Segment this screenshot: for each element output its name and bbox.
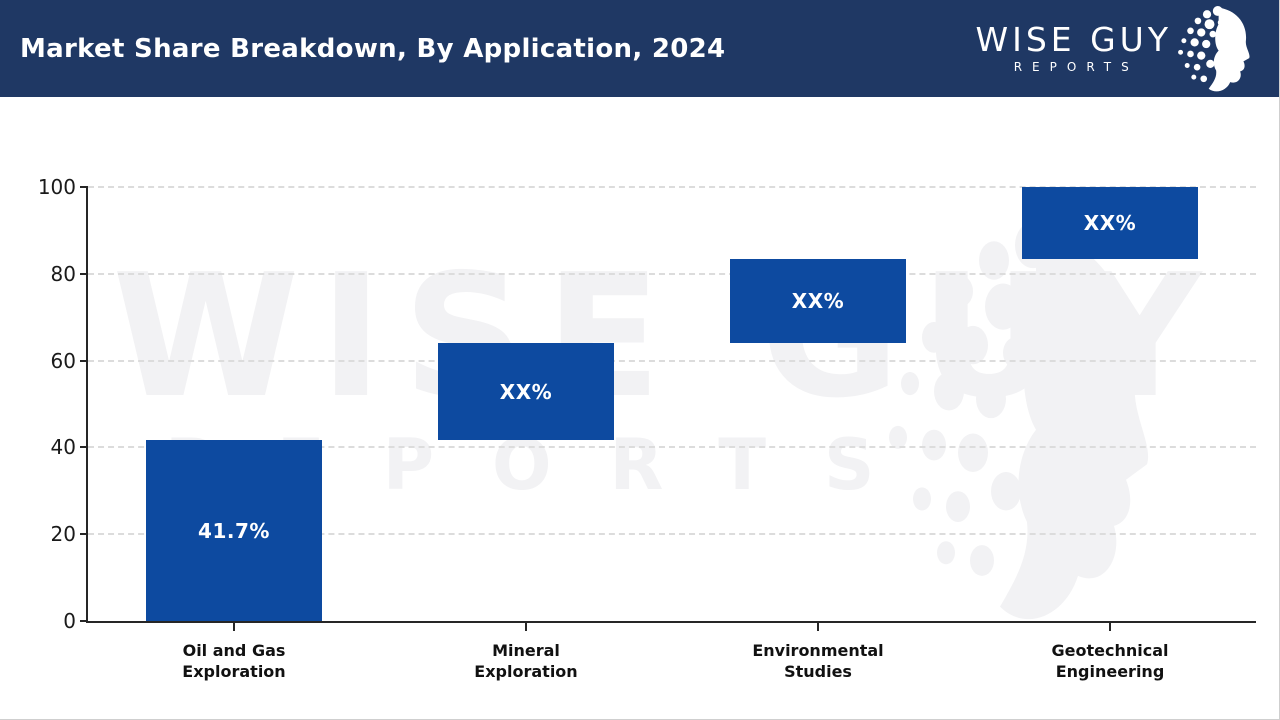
x-tick-mark (817, 623, 819, 631)
logo-wordmark-line2: REPORTS (1013, 60, 1139, 74)
y-tick-mark (80, 359, 88, 362)
y-tick-mark (80, 272, 88, 275)
x-category-label-line: Engineering (1055, 662, 1165, 681)
bar-segment: XX% (438, 343, 614, 441)
y-tick-mark (80, 620, 88, 622)
y-tick-label: 40 (50, 435, 76, 460)
y-tick-mark (80, 446, 88, 449)
grid-line (88, 272, 1256, 275)
y-tick-mark (80, 186, 88, 188)
bar-value-label: 41.7% (198, 518, 270, 543)
x-category-label-line: Environmental (752, 641, 884, 660)
bar-segment: XX% (730, 259, 906, 344)
x-category-label: Mineral Exploration (416, 640, 636, 682)
y-tick-label: 80 (50, 261, 76, 286)
y-tick-label: 20 (50, 522, 76, 547)
y-tick-label: 100 (37, 175, 76, 199)
page-title: Market Share Breakdown, By Application, … (20, 33, 726, 64)
logo-wordmark: WISE GUY REPORTS (975, 23, 1172, 74)
y-axis-line (86, 187, 88, 623)
watermark-wordmark: WISE GUY (112, 238, 1222, 436)
grid-line (88, 446, 1256, 449)
x-category-label-line: Geotechnical (1051, 641, 1169, 660)
bar-value-label: XX% (1083, 211, 1137, 236)
x-category-label: Geotechnical Engineering (1000, 640, 1220, 682)
x-tick-mark (525, 623, 527, 631)
grid-line (88, 533, 1256, 536)
bar-value-label: XX% (791, 289, 845, 314)
bar-segment: XX% (1022, 187, 1198, 260)
x-category-label-line: Exploration (474, 662, 578, 681)
x-category-label-line: Oil and Gas (182, 641, 286, 660)
logo-head-icon (1166, 5, 1258, 92)
logo-wordmark-line1: WISE GUY (975, 20, 1172, 59)
y-tick-mark (80, 533, 88, 536)
grid-line (88, 186, 1256, 188)
y-tick-label: 60 (50, 348, 76, 373)
bar-value-label: XX% (499, 379, 553, 404)
x-category-label: Environmental Studies (708, 640, 928, 682)
x-category-label-line: Studies (784, 662, 852, 681)
grid-line (88, 359, 1256, 362)
x-tick-mark (233, 623, 235, 631)
y-tick-label: 0 (63, 609, 76, 633)
watermark-head-icon (862, 222, 1162, 626)
wise-guy-reports-logo: WISE GUY REPORTS (975, 5, 1258, 92)
header-bar: Market Share Breakdown, By Application, … (0, 0, 1279, 97)
x-category-label: Oil and Gas Exploration (124, 640, 344, 682)
x-category-label-line: Exploration (182, 662, 286, 681)
bar-segment: 41.7% (146, 440, 322, 621)
x-axis-line (86, 621, 1256, 623)
x-category-label-line: Mineral (492, 641, 560, 660)
x-tick-mark (1109, 623, 1111, 631)
